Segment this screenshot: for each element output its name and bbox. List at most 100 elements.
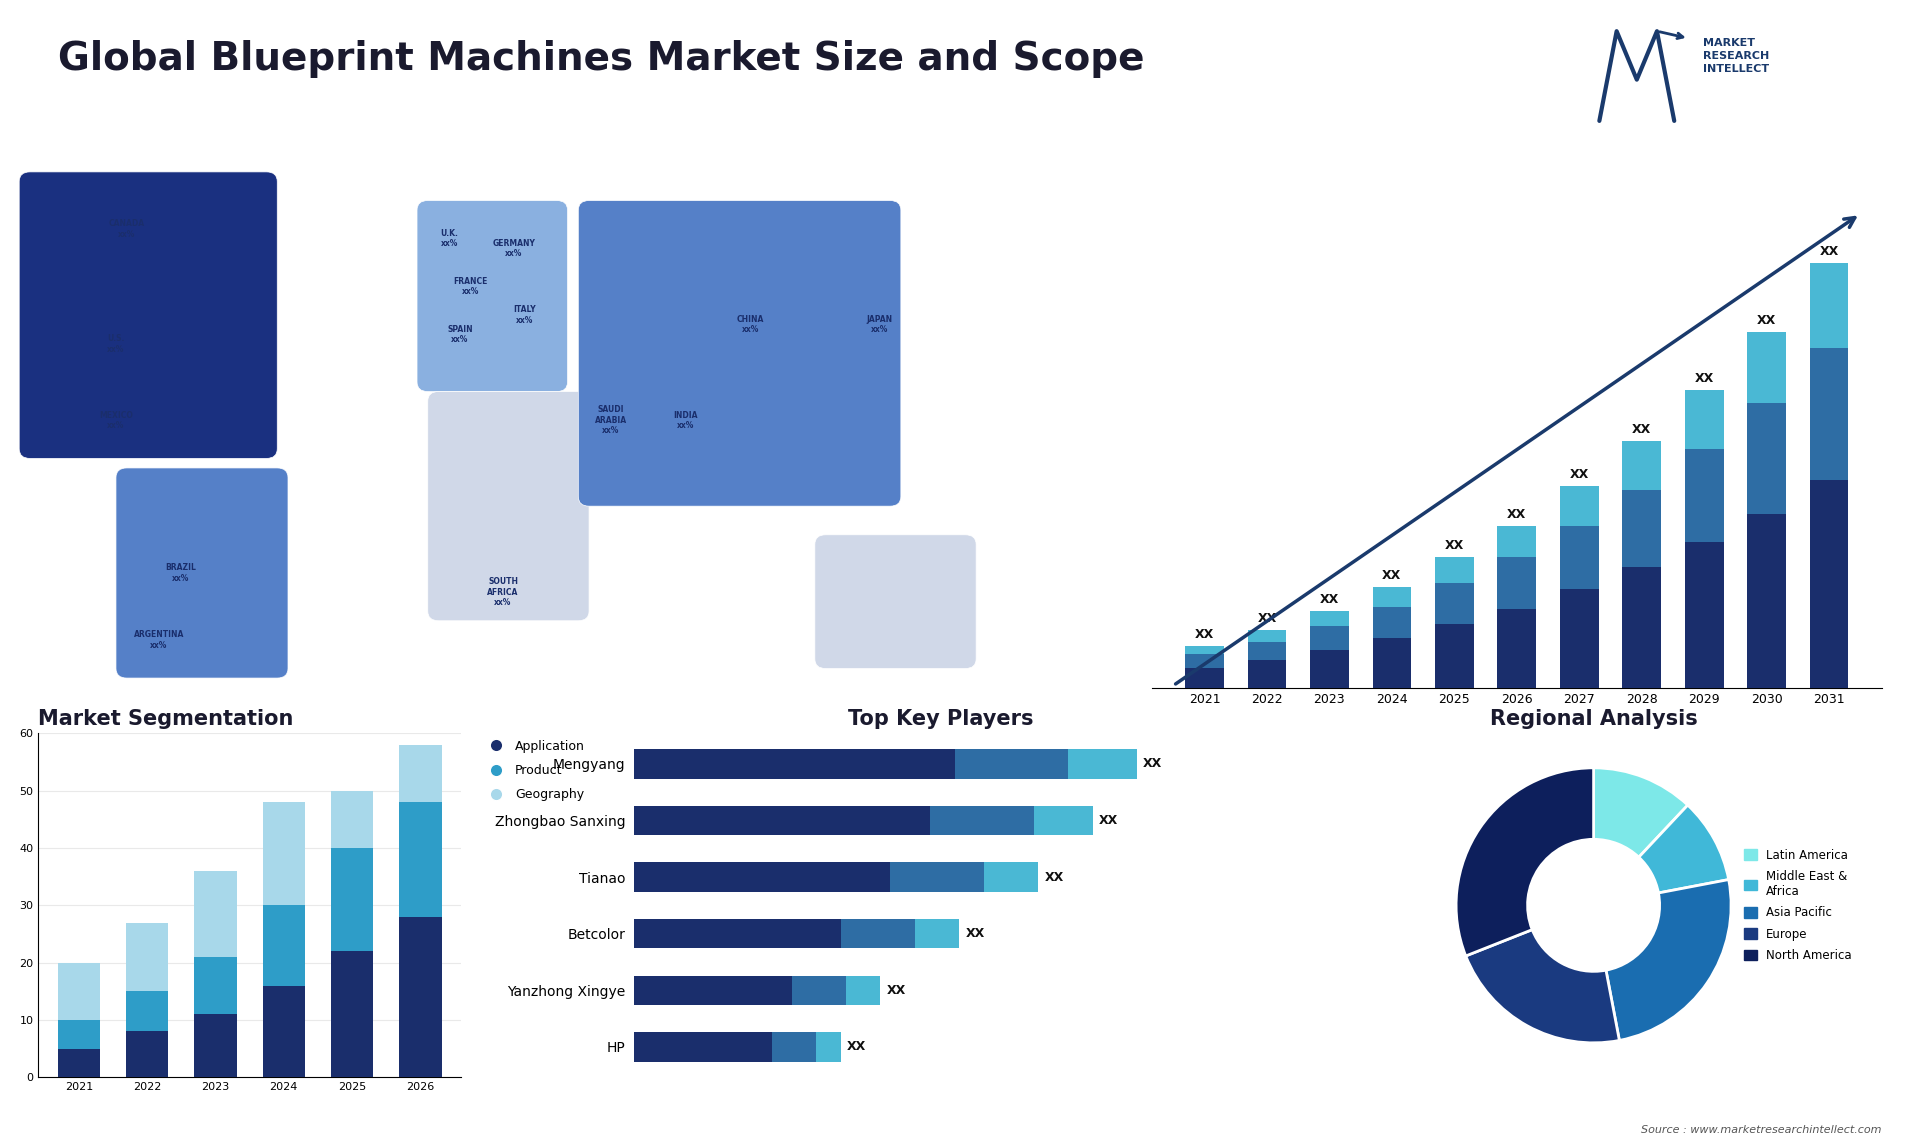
Bar (399, 802, 442, 917)
Text: XX: XX (1695, 371, 1715, 385)
Legend: Latin America, Middle East &
Africa, Asia Pacific, Europe, North America: Latin America, Middle East & Africa, Asi… (1743, 849, 1853, 961)
Bar (891, 862, 985, 892)
Text: Global Blueprint Machines Market Size and Scope: Global Blueprint Machines Market Size an… (58, 40, 1144, 78)
Text: BRAZIL
xx%: BRAZIL xx% (165, 564, 196, 582)
Bar (330, 791, 372, 848)
Bar (58, 1049, 100, 1077)
Text: XX: XX (1098, 814, 1117, 827)
Bar (399, 745, 442, 802)
Title: Regional Analysis: Regional Analysis (1490, 709, 1697, 729)
Bar (263, 986, 305, 1077)
Legend: Application, Product, Geography: Application, Product, Geography (484, 739, 586, 801)
FancyBboxPatch shape (115, 468, 288, 678)
Bar (1309, 627, 1348, 650)
Bar (1686, 449, 1724, 542)
Bar (985, 862, 1039, 892)
Bar (1498, 526, 1536, 557)
Circle shape (1528, 839, 1659, 972)
Text: U.K.
xx%: U.K. xx% (440, 229, 459, 249)
Bar (1185, 654, 1223, 668)
Text: XX: XX (1444, 540, 1463, 552)
Bar (263, 905, 305, 986)
Bar (1185, 646, 1223, 654)
Bar (58, 963, 100, 1020)
Bar (791, 975, 847, 1005)
Bar (1373, 606, 1411, 638)
Text: CANADA
xx%: CANADA xx% (109, 220, 144, 238)
Bar (1434, 625, 1475, 688)
Text: MARKET
RESEARCH
INTELLECT: MARKET RESEARCH INTELLECT (1703, 39, 1770, 74)
Text: XX: XX (1632, 423, 1651, 435)
Bar (127, 923, 169, 991)
Text: XX: XX (847, 1041, 866, 1053)
Text: GERMANY
xx%: GERMANY xx% (492, 238, 536, 258)
Text: XX: XX (1382, 568, 1402, 582)
Bar (330, 848, 372, 951)
Wedge shape (1605, 880, 1732, 1041)
Bar (772, 1033, 816, 1061)
Bar (1622, 441, 1661, 490)
Bar (194, 1014, 236, 1077)
Bar (634, 1033, 772, 1061)
Text: XX: XX (1194, 628, 1213, 642)
Bar (929, 806, 1033, 835)
Text: CHINA
xx%: CHINA xx% (737, 315, 764, 335)
Text: ITALY
xx%: ITALY xx% (513, 306, 536, 324)
Text: SAUDI
ARABIA
xx%: SAUDI ARABIA xx% (595, 406, 626, 435)
Text: XX: XX (1820, 245, 1839, 258)
Bar (1686, 390, 1724, 449)
Wedge shape (1465, 929, 1619, 1043)
Bar (916, 919, 960, 949)
Bar (1248, 630, 1286, 642)
Text: XX: XX (1507, 508, 1526, 520)
Text: SOUTH
AFRICA
xx%: SOUTH AFRICA xx% (488, 578, 518, 607)
Text: XX: XX (1044, 871, 1064, 884)
FancyBboxPatch shape (19, 172, 276, 458)
Bar (1185, 668, 1223, 688)
FancyBboxPatch shape (814, 535, 975, 668)
Text: XX: XX (966, 927, 985, 940)
Bar (634, 975, 791, 1005)
Text: U.S.
xx%: U.S. xx% (108, 335, 125, 353)
Text: Source : www.marketresearchintellect.com: Source : www.marketresearchintellect.com (1642, 1124, 1882, 1135)
Bar (1498, 557, 1536, 609)
Bar (1811, 480, 1849, 688)
Bar (1498, 609, 1536, 688)
FancyBboxPatch shape (578, 201, 900, 507)
Bar (1309, 611, 1348, 627)
Text: XX: XX (1319, 592, 1338, 606)
Bar (1622, 567, 1661, 688)
Bar (1068, 749, 1137, 778)
Bar (954, 749, 1068, 778)
Bar (1248, 660, 1286, 688)
Wedge shape (1594, 768, 1688, 857)
Text: SPAIN
xx%: SPAIN xx% (447, 324, 472, 344)
Text: MEXICO
xx%: MEXICO xx% (100, 410, 132, 430)
Bar (634, 806, 929, 835)
Bar (1811, 264, 1849, 348)
FancyBboxPatch shape (417, 201, 568, 392)
Bar (127, 1031, 169, 1077)
Text: XX: XX (1757, 314, 1776, 328)
Text: XX: XX (887, 983, 906, 997)
Bar (841, 919, 916, 949)
Bar (1434, 557, 1475, 583)
Wedge shape (1455, 768, 1594, 956)
Text: Market Segmentation: Market Segmentation (38, 709, 294, 729)
Bar (1686, 542, 1724, 688)
Bar (634, 749, 954, 778)
Text: JAPAN
xx%: JAPAN xx% (866, 315, 893, 335)
Bar (399, 917, 442, 1077)
Bar (1559, 589, 1599, 688)
Bar (1248, 642, 1286, 660)
Bar (194, 957, 236, 1014)
Bar (330, 951, 372, 1077)
Bar (1747, 513, 1786, 688)
Bar (1559, 526, 1599, 589)
Bar (1434, 583, 1475, 625)
Title: Top Key Players: Top Key Players (849, 709, 1033, 729)
Bar (1747, 332, 1786, 403)
Text: XX: XX (1142, 758, 1162, 770)
Bar (1622, 490, 1661, 567)
Bar (1811, 348, 1849, 480)
